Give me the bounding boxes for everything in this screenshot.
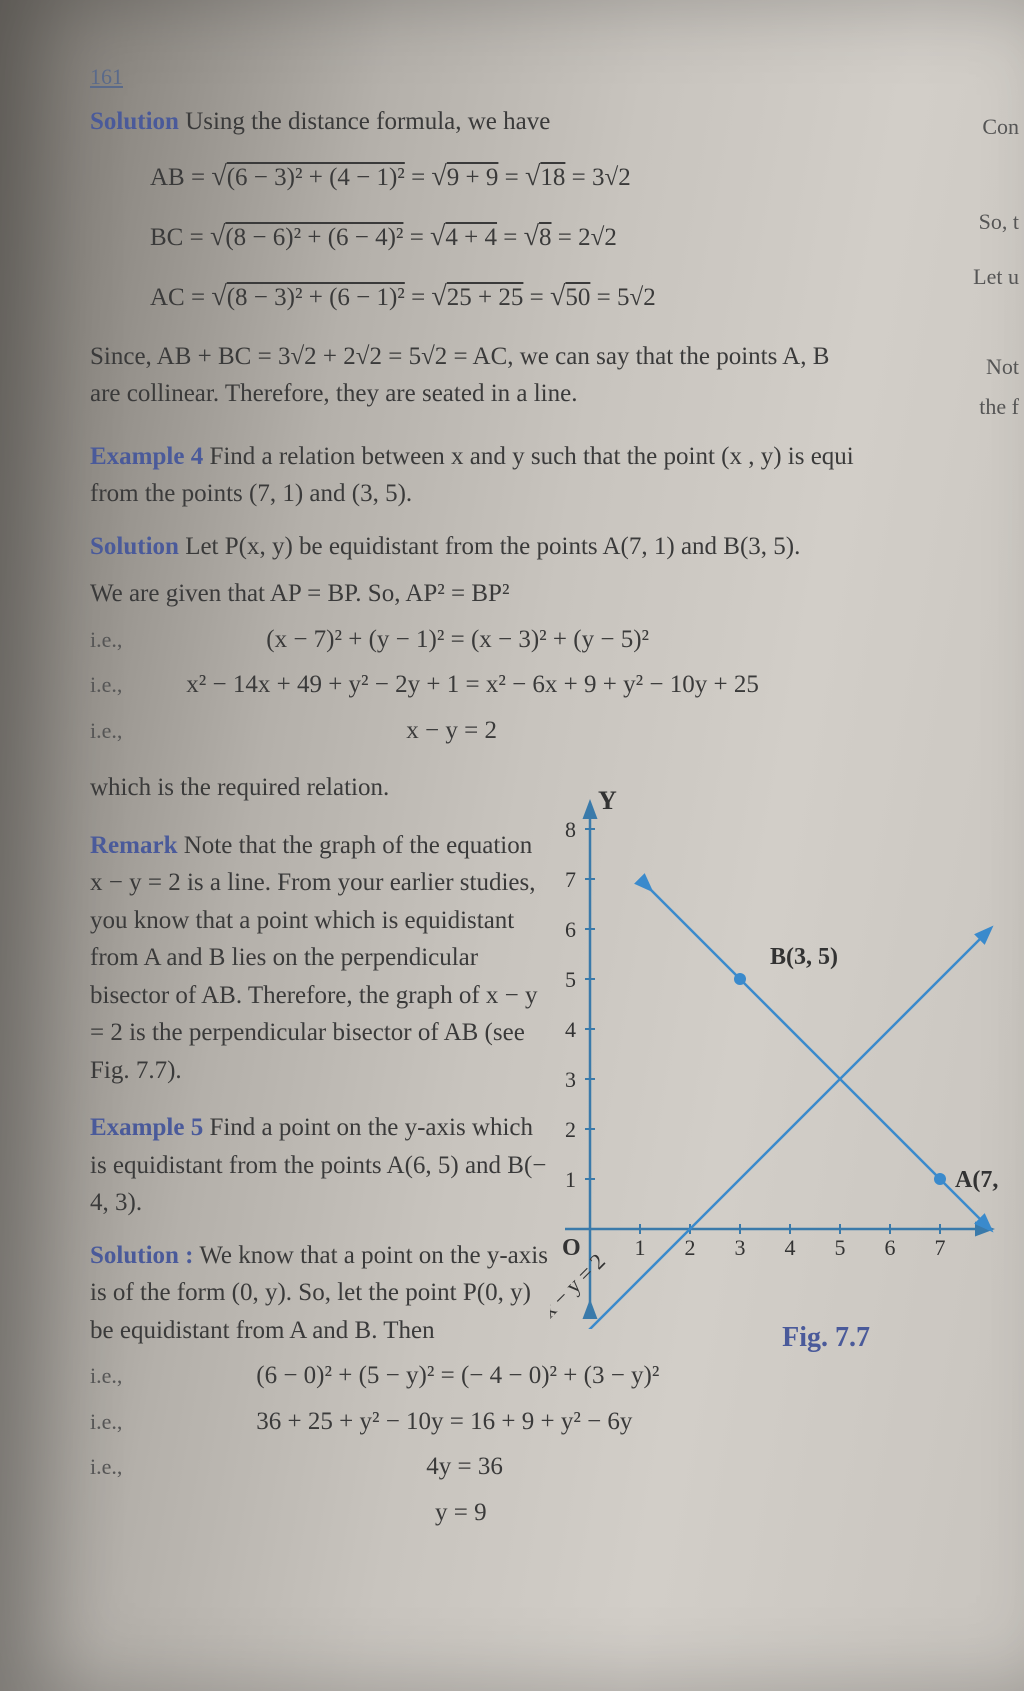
example4: Example 4 Find a relation between x and … [90,438,1024,476]
ex5-eq3: i.e., 4y = 36 [90,1448,1024,1486]
page-content: 161 Solution Using the distance formula,… [90,60,1024,1539]
ex5-eq2: i.e., 36 + 25 + y² − 10y = 16 + 9 + y² −… [90,1403,1024,1441]
intro: Solution Using the distance formula, we … [90,103,1024,141]
intro-text: Using the distance formula, we have [185,108,550,135]
side-d: Not [986,350,1019,383]
svg-text:3: 3 [565,1067,576,1092]
svg-text:4: 4 [565,1017,576,1042]
svg-text:2: 2 [685,1235,696,1260]
example4-label: Example 4 [90,443,203,470]
remark-block: Remark Note that the graph of the equati… [90,827,550,1090]
left-column: which is the required relation. Remark N… [90,769,550,1349]
figure-7-7: 1 2 3 4 5 6 7 1 2 3 4 5 6 7 8 B(3, 5) A(7, Y Ox − y = 2 [550,769,1020,1329]
side-e: the f [979,390,1019,423]
svg-text:7: 7 [565,867,576,892]
solution-label-top: Solution [90,108,179,135]
svg-text:5: 5 [565,967,576,992]
example4-sol-a: Let P(x, y) be equidistant from the poin… [185,533,800,560]
figure-label: Fig. 7.7 [782,1317,870,1359]
example4-given: We are given that AP = BP. So, AP² = BP² [90,575,1024,613]
svg-text:3: 3 [735,1235,746,1260]
remark-text: Note that the graph of the equation x − … [90,832,538,1084]
ex4-eq1: i.e., (x − 7)² + (y − 1)² = (x − 3)² + (… [90,621,1024,659]
since-a: Since, AB + BC = 3√2 + 2√2 = 5√2 = AC, w… [90,338,1024,376]
example5-block: Example 5 Find a point on the y-axis whi… [90,1109,550,1222]
ex4-eq3: i.e., x − y = 2 [90,712,1024,750]
eq-AC: AC = √(8 − 3)² + (6 − 1)² = √25 + 25 = √… [150,276,1024,318]
svg-text:A(7,: A(7, [955,1167,998,1193]
example4-text-a: Find a relation between x and y such tha… [209,443,853,470]
svg-text:6: 6 [565,917,576,942]
eq-AB: AB = √(6 − 3)² + (4 − 1)² = √9 + 9 = √18… [150,156,1024,198]
since-b: are collinear. Therefore, they are seate… [90,375,1024,413]
ex5-eq1: i.e., (6 − 0)² + (5 − y)² = (− 4 − 0)² +… [90,1357,1024,1395]
side-b: So, t [979,205,1019,238]
ex4-eq2: i.e., x² − 14x + 49 + y² − 2y + 1 = x² −… [90,666,1024,704]
ex5-eq4: y = 9 [90,1494,1024,1532]
page-background: 161 Solution Using the distance formula,… [0,0,1024,1691]
svg-text:Y: Y [598,786,617,815]
svg-text:8: 8 [565,817,576,842]
example5-label: Example 5 [90,1114,203,1141]
side-a: Con [982,110,1019,143]
remark-label: Remark [90,832,177,859]
svg-text:x − y = 2: x − y = 2 [550,1248,610,1322]
svg-text:O: O [562,1235,581,1261]
solution-label-5: Solution : [90,1242,194,1269]
svg-text:1: 1 [565,1167,576,1192]
svg-text:4: 4 [785,1235,796,1260]
two-column: which is the required relation. Remark N… [90,769,1024,1349]
example4-solution: Solution Let P(x, y) be equidistant from… [90,528,1024,566]
solution-label-4: Solution [90,533,179,560]
ex4-conclusion: which is the required relation. [90,769,550,807]
example4-text-b: from the points (7, 1) and (3, 5). [90,475,1024,513]
svg-text:7: 7 [935,1235,946,1260]
side-c: Let u [973,260,1019,293]
svg-text:2: 2 [565,1117,576,1142]
svg-text:B(3, 5): B(3, 5) [770,944,838,970]
right-column: 123456712345678B(3, 5)A(7,YOx − y = 2 Fi… [550,769,990,1349]
eq-BC: BC = √(8 − 6)² + (6 − 4)² = √4 + 4 = √8 … [150,216,1024,258]
example5-solution: Solution : We know that a point on the y… [90,1237,550,1350]
page-number: 161 [90,60,1024,93]
svg-text:1: 1 [635,1235,646,1260]
svg-text:6: 6 [885,1235,896,1260]
svg-text:5: 5 [835,1235,846,1260]
